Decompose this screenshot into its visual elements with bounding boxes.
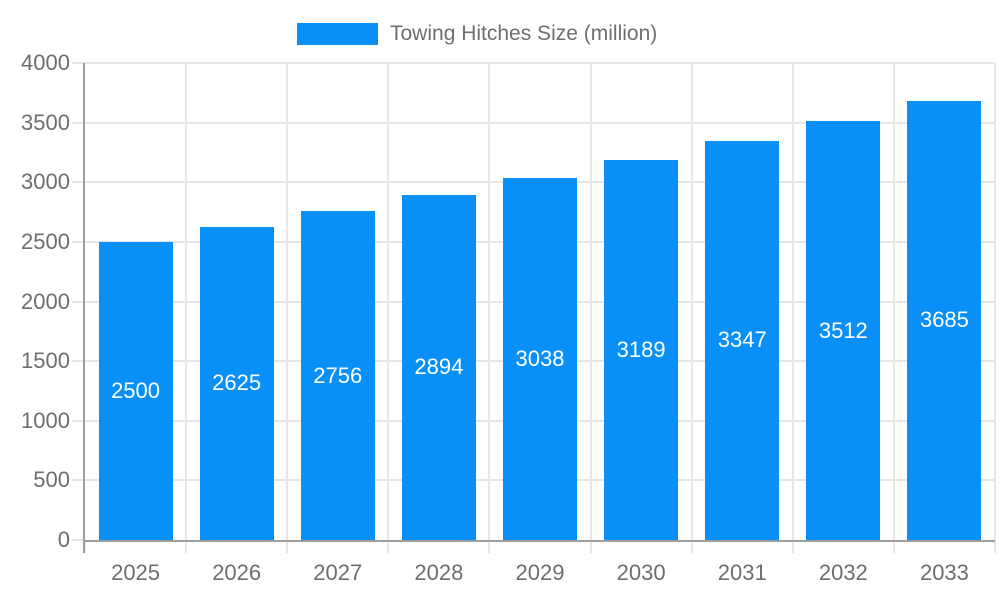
x-axis-line bbox=[85, 540, 995, 542]
y-axis-tick bbox=[72, 300, 85, 303]
gridline-x bbox=[791, 63, 794, 540]
x-axis-tick bbox=[84, 540, 86, 553]
y-axis-label: 500 bbox=[33, 467, 70, 493]
bar-value-label: 3512 bbox=[818, 317, 868, 343]
legend[interactable]: Towing Hitches Size (million) bbox=[297, 22, 657, 46]
y-axis-line bbox=[83, 63, 85, 553]
y-axis-tick bbox=[72, 62, 85, 64]
bar-value-label: 2756 bbox=[313, 362, 363, 388]
y-axis-tick bbox=[72, 181, 85, 184]
y-axis-label: 0 bbox=[57, 527, 70, 552]
gridline-y-3500 bbox=[85, 121, 995, 124]
gridline-x bbox=[892, 63, 895, 540]
x-axis-tick bbox=[791, 540, 794, 553]
gridline-x bbox=[488, 63, 491, 540]
bar-value-label: 3347 bbox=[717, 327, 767, 353]
gridline-x bbox=[286, 63, 289, 540]
bar-value-label: 2894 bbox=[414, 354, 464, 380]
y-axis-tick bbox=[72, 479, 85, 482]
bar-2032[interactable] bbox=[806, 121, 881, 540]
bar-2025[interactable] bbox=[98, 241, 173, 540]
bar-value-label: 2500 bbox=[111, 377, 161, 403]
legend-label: Towing Hitches Size (million) bbox=[390, 22, 658, 45]
y-axis-tick bbox=[72, 121, 85, 124]
gridline-x bbox=[589, 63, 592, 540]
y-axis-label: 3500 bbox=[21, 109, 70, 135]
x-axis-tick bbox=[690, 540, 693, 553]
bar-2027[interactable] bbox=[300, 211, 375, 540]
x-axis-label: 2027 bbox=[313, 560, 363, 585]
x-axis-tick bbox=[387, 540, 390, 553]
bar-2026[interactable] bbox=[199, 226, 274, 540]
gridline-y-4000 bbox=[85, 62, 995, 64]
gridline-x bbox=[185, 63, 188, 540]
x-axis-tick bbox=[286, 540, 289, 553]
x-axis-label: 2028 bbox=[414, 560, 464, 585]
bar-value-label: 3685 bbox=[919, 307, 969, 333]
gridline-x bbox=[690, 63, 693, 540]
y-axis-label: 2000 bbox=[21, 288, 70, 314]
x-axis-label: 2029 bbox=[515, 560, 565, 585]
x-axis-tick bbox=[892, 540, 895, 553]
y-axis-tick bbox=[72, 360, 85, 363]
x-axis-tick bbox=[589, 540, 592, 553]
y-axis-label: 2500 bbox=[21, 228, 70, 254]
bar-2028[interactable] bbox=[401, 194, 476, 540]
x-axis-tick bbox=[185, 540, 188, 553]
gridline-x bbox=[387, 63, 390, 540]
bar-2029[interactable] bbox=[503, 177, 577, 540]
x-axis-tick bbox=[994, 540, 996, 553]
x-axis-label: 2026 bbox=[212, 560, 262, 585]
bar-value-label: 3038 bbox=[515, 345, 565, 371]
bar-2030[interactable] bbox=[604, 159, 679, 540]
y-axis-label: 4000 bbox=[21, 50, 70, 75]
y-axis-tick bbox=[72, 419, 85, 422]
x-axis-label: 2033 bbox=[919, 560, 969, 585]
y-axis-label: 1500 bbox=[21, 348, 70, 374]
y-axis-label: 3000 bbox=[21, 169, 70, 195]
y-axis-tick bbox=[72, 539, 85, 541]
gridline-x bbox=[994, 63, 996, 540]
bar-value-label: 3189 bbox=[616, 336, 666, 362]
bar-value-label: 2625 bbox=[212, 370, 262, 396]
x-axis-label: 2032 bbox=[818, 560, 868, 585]
legend-swatch bbox=[297, 23, 378, 45]
x-axis-label: 2031 bbox=[717, 560, 767, 585]
bar-2031[interactable] bbox=[705, 140, 780, 540]
bar-2033[interactable] bbox=[907, 100, 982, 540]
y-axis-label: 1000 bbox=[21, 407, 70, 433]
x-axis-label: 2030 bbox=[616, 560, 666, 585]
x-axis-tick bbox=[488, 540, 491, 553]
x-axis-label: 2025 bbox=[111, 560, 161, 585]
y-axis-tick bbox=[72, 240, 85, 243]
